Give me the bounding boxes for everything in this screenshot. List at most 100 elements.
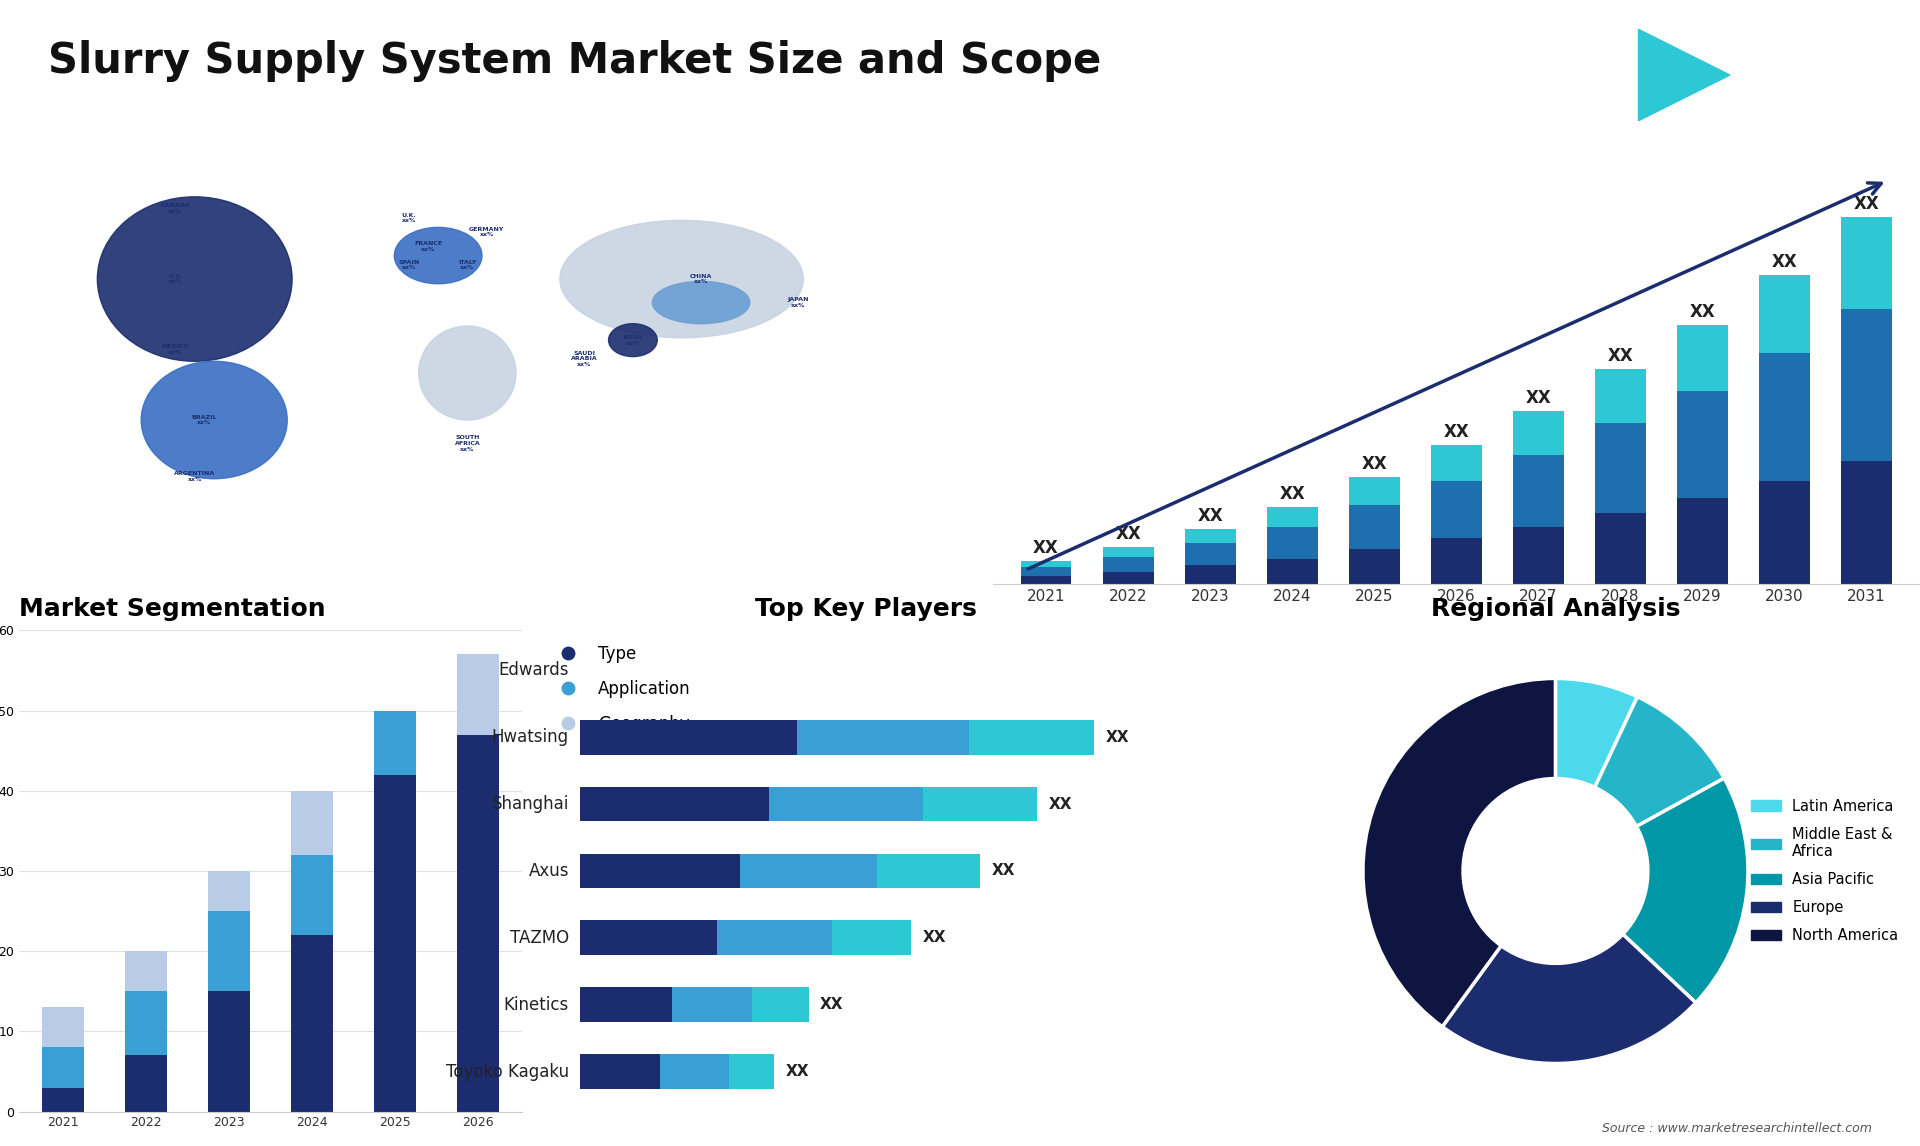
Text: Hwatsing: Hwatsing	[492, 728, 568, 746]
Bar	[1841, 309, 1891, 461]
Bar	[924, 786, 1037, 822]
Bar	[207, 871, 250, 911]
Bar	[292, 791, 332, 855]
Bar	[580, 1054, 660, 1089]
Ellipse shape	[653, 282, 749, 323]
Bar	[292, 855, 332, 935]
Bar	[1185, 543, 1236, 565]
Text: JAPAN
xx%: JAPAN xx%	[787, 297, 808, 308]
Bar	[751, 988, 808, 1022]
Bar	[580, 920, 718, 956]
Text: XX: XX	[924, 931, 947, 945]
Text: U.K.
xx%: U.K. xx%	[401, 212, 417, 223]
Bar	[374, 711, 415, 775]
Text: MEXICO
xx%: MEXICO xx%	[161, 344, 188, 355]
Bar	[1185, 528, 1236, 543]
Bar	[741, 854, 877, 888]
Wedge shape	[1622, 778, 1747, 1003]
Bar	[1596, 423, 1645, 512]
Text: XX: XX	[1279, 485, 1306, 503]
Text: XX: XX	[1444, 423, 1469, 441]
Text: XX: XX	[1772, 253, 1797, 270]
Text: Market Segmentation: Market Segmentation	[19, 597, 326, 621]
Text: FRANCE
xx%: FRANCE xx%	[415, 241, 442, 252]
Text: Edwards: Edwards	[499, 661, 568, 680]
Wedge shape	[1596, 697, 1724, 826]
Bar	[457, 654, 499, 735]
Legend: Latin America, Middle East &
Africa, Asia Pacific, Europe, North America: Latin America, Middle East & Africa, Asi…	[1745, 793, 1905, 949]
Text: XX: XX	[1361, 455, 1386, 473]
Text: CHINA
xx%: CHINA xx%	[689, 274, 712, 284]
Bar	[1102, 557, 1154, 572]
Bar	[1841, 218, 1891, 309]
Bar	[1759, 480, 1811, 584]
Bar	[1596, 512, 1645, 584]
Bar	[1676, 391, 1728, 499]
Wedge shape	[1363, 678, 1555, 1027]
Text: XX: XX	[1106, 730, 1129, 745]
Bar	[1102, 547, 1154, 557]
Text: Source : www.marketresearchintellect.com: Source : www.marketresearchintellect.com	[1601, 1122, 1872, 1136]
Bar	[1596, 369, 1645, 423]
Text: TAZMO: TAZMO	[511, 928, 568, 947]
Bar	[1430, 445, 1482, 480]
Bar	[1267, 507, 1317, 527]
Bar	[374, 775, 415, 1112]
Bar	[125, 991, 167, 1055]
Bar	[1021, 576, 1071, 584]
Bar	[1759, 275, 1811, 353]
Text: Slurry Supply System Market Size and Scope: Slurry Supply System Market Size and Sco…	[48, 40, 1102, 83]
Title: Regional Analysis: Regional Analysis	[1430, 597, 1680, 621]
Text: XX: XX	[1607, 347, 1634, 366]
Bar	[1267, 527, 1317, 559]
Bar	[1430, 480, 1482, 539]
Text: U.S.
xx%: U.S. xx%	[169, 274, 182, 284]
Text: Toyoko Kagaku: Toyoko Kagaku	[445, 1062, 568, 1081]
Polygon shape	[1638, 30, 1730, 120]
Ellipse shape	[98, 197, 292, 361]
Text: XX: XX	[785, 1063, 810, 1080]
Bar	[730, 1054, 774, 1089]
Bar	[580, 854, 741, 888]
Bar	[1102, 572, 1154, 584]
Ellipse shape	[419, 325, 516, 419]
Bar	[1759, 353, 1811, 480]
Bar	[831, 920, 912, 956]
Bar	[1350, 477, 1400, 504]
Bar	[1430, 539, 1482, 584]
Bar	[125, 951, 167, 991]
Bar	[42, 1088, 84, 1112]
Text: CANADA
xx%: CANADA xx%	[161, 203, 190, 214]
Bar	[125, 1055, 167, 1112]
Bar	[1513, 527, 1565, 584]
Bar	[1841, 461, 1891, 584]
Bar	[1350, 549, 1400, 584]
Bar	[457, 735, 499, 1112]
Legend: Type, Application, Geography: Type, Application, Geography	[545, 638, 697, 739]
Bar	[718, 920, 831, 956]
Text: XX: XX	[1690, 304, 1715, 321]
Bar	[292, 935, 332, 1112]
Text: XX: XX	[1033, 539, 1060, 557]
Bar	[660, 1054, 730, 1089]
Bar	[580, 720, 797, 755]
Text: XX: XX	[1526, 390, 1551, 407]
Text: XX: XX	[1048, 796, 1071, 811]
Bar	[1350, 504, 1400, 549]
Bar	[1021, 567, 1071, 576]
Ellipse shape	[142, 361, 288, 479]
Text: SPAIN
xx%: SPAIN xx%	[397, 259, 420, 270]
Text: ARGENTINA
xx%: ARGENTINA xx%	[175, 471, 215, 481]
Bar	[1021, 560, 1071, 567]
Bar	[580, 988, 672, 1022]
Text: SAUDI
ARABIA
xx%: SAUDI ARABIA xx%	[570, 351, 597, 367]
Ellipse shape	[394, 227, 482, 284]
Text: ITALY
xx%: ITALY xx%	[459, 259, 476, 270]
Bar	[797, 720, 968, 755]
Text: XX: XX	[1116, 525, 1140, 543]
Bar	[1676, 499, 1728, 584]
Bar	[42, 1047, 84, 1088]
Text: SOUTH
AFRICA
xx%: SOUTH AFRICA xx%	[455, 435, 480, 452]
Ellipse shape	[609, 323, 657, 356]
Wedge shape	[1555, 678, 1638, 787]
